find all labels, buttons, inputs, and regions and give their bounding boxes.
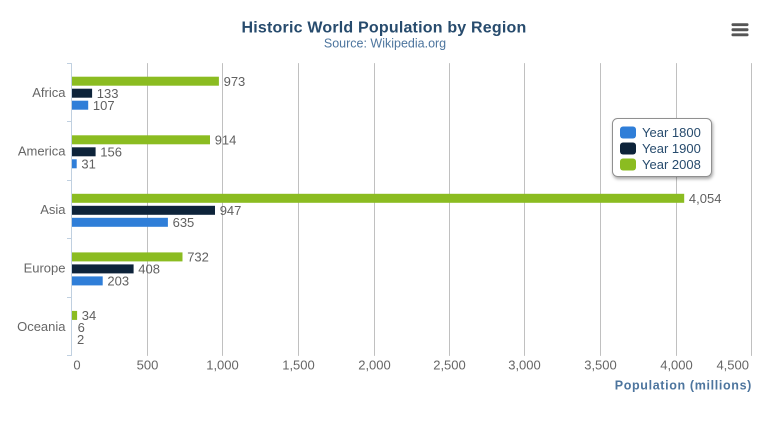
svg-text:Oceania: Oceania [17,319,66,334]
svg-text:4,500: 4,500 [716,358,749,373]
svg-text:732: 732 [187,250,209,265]
svg-text:3,500: 3,500 [584,358,617,373]
svg-text:2: 2 [77,332,84,347]
svg-text:1,500: 1,500 [282,358,315,373]
svg-text:3,000: 3,000 [508,358,541,373]
svg-text:Year 1800: Year 1800 [642,125,701,140]
svg-text:107: 107 [93,98,115,113]
svg-text:4,054: 4,054 [689,191,722,206]
svg-text:156: 156 [100,144,122,159]
svg-text:Asia: Asia [40,202,66,217]
svg-text:635: 635 [173,215,195,230]
svg-text:973: 973 [224,74,246,89]
svg-text:31: 31 [81,156,95,171]
svg-text:2,500: 2,500 [433,358,466,373]
svg-text:6: 6 [78,320,85,335]
svg-text:Historic World Population by R: Historic World Population by Region [242,20,527,37]
svg-text:0: 0 [73,358,80,373]
svg-text:500: 500 [137,358,159,373]
svg-text:133: 133 [97,86,119,101]
svg-text:America: America [18,144,66,159]
svg-text:947: 947 [220,203,242,218]
svg-text:Year 2008: Year 2008 [642,157,701,172]
svg-text:34: 34 [82,308,96,323]
svg-text:Europe: Europe [24,261,66,276]
svg-text:203: 203 [107,274,129,289]
svg-text:Population (millions): Population (millions) [615,379,752,393]
svg-text:2,000: 2,000 [358,358,391,373]
svg-text:Africa: Africa [32,85,66,100]
svg-text:4,000: 4,000 [660,358,693,373]
svg-text:Source: Wikipedia.org: Source: Wikipedia.org [324,37,446,51]
svg-text:1,000: 1,000 [206,358,239,373]
svg-text:914: 914 [215,132,237,147]
svg-text:408: 408 [138,262,160,277]
svg-text:Year 1900: Year 1900 [642,141,701,156]
